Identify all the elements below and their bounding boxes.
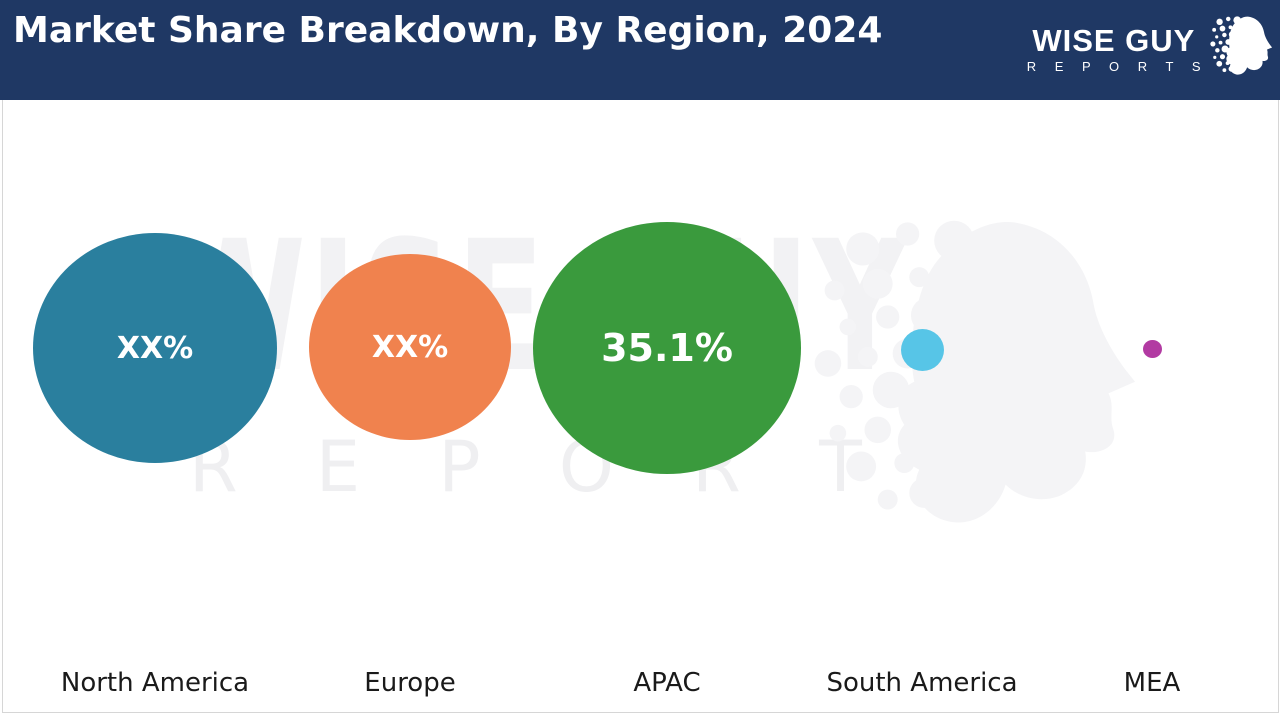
logo-wordmark-line2: R E P O R T S: [1026, 59, 1208, 75]
bubble-value-label: XX%: [116, 330, 194, 366]
page-title: Market Share Breakdown, By Region, 2024: [13, 10, 883, 51]
bubble-south-america: [900, 329, 944, 371]
dotted-head-logo-icon: [1210, 10, 1274, 90]
wise-guy-reports-logo: WISE GUY R E P O R T S: [1020, 6, 1274, 94]
category-label-mea: MEA: [1123, 668, 1181, 698]
bubble-north-america: XX%: [33, 233, 277, 463]
bubble-apac: 35.1%: [533, 222, 801, 474]
category-label-south-america: South America: [826, 668, 1018, 698]
header-bar: Market Share Breakdown, By Region, 2024 …: [0, 0, 1280, 100]
bubble-europe: XX%: [309, 254, 511, 440]
chart-area: WISE GUY R E P O R T S XX% North America X…: [2, 100, 1279, 713]
bubble-value-label: XX%: [371, 329, 449, 365]
watermark-head-icon: [813, 212, 1145, 578]
logo-wordmark-line1: WISE GUY: [1032, 22, 1196, 58]
logo-wordmark: WISE GUY R E P O R T S: [1020, 22, 1208, 75]
bubble-value-label: 35.1%: [601, 326, 733, 370]
category-label-north-america: North America: [60, 668, 250, 698]
category-label-europe: Europe: [364, 668, 456, 698]
category-label-apac: APAC: [633, 668, 701, 698]
bubble-mea: [1142, 340, 1162, 358]
